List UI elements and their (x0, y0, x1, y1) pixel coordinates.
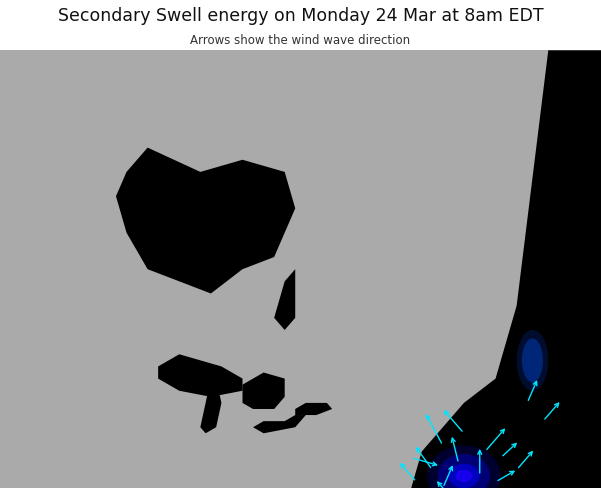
Ellipse shape (517, 330, 548, 391)
Polygon shape (253, 415, 306, 433)
Ellipse shape (456, 470, 472, 482)
Text: Secondary Swell energy on Monday 24 Mar at 8am EDT: Secondary Swell energy on Monday 24 Mar … (58, 7, 543, 25)
Polygon shape (0, 51, 601, 488)
Polygon shape (158, 355, 243, 397)
Ellipse shape (448, 464, 480, 488)
Polygon shape (411, 51, 601, 488)
Ellipse shape (438, 454, 490, 488)
Ellipse shape (522, 339, 543, 383)
Polygon shape (295, 403, 332, 415)
Polygon shape (200, 379, 221, 433)
Polygon shape (274, 269, 295, 330)
Polygon shape (116, 148, 295, 294)
Text: Arrows show the wind wave direction: Arrows show the wind wave direction (191, 34, 410, 46)
Polygon shape (243, 373, 285, 409)
Ellipse shape (427, 446, 501, 488)
